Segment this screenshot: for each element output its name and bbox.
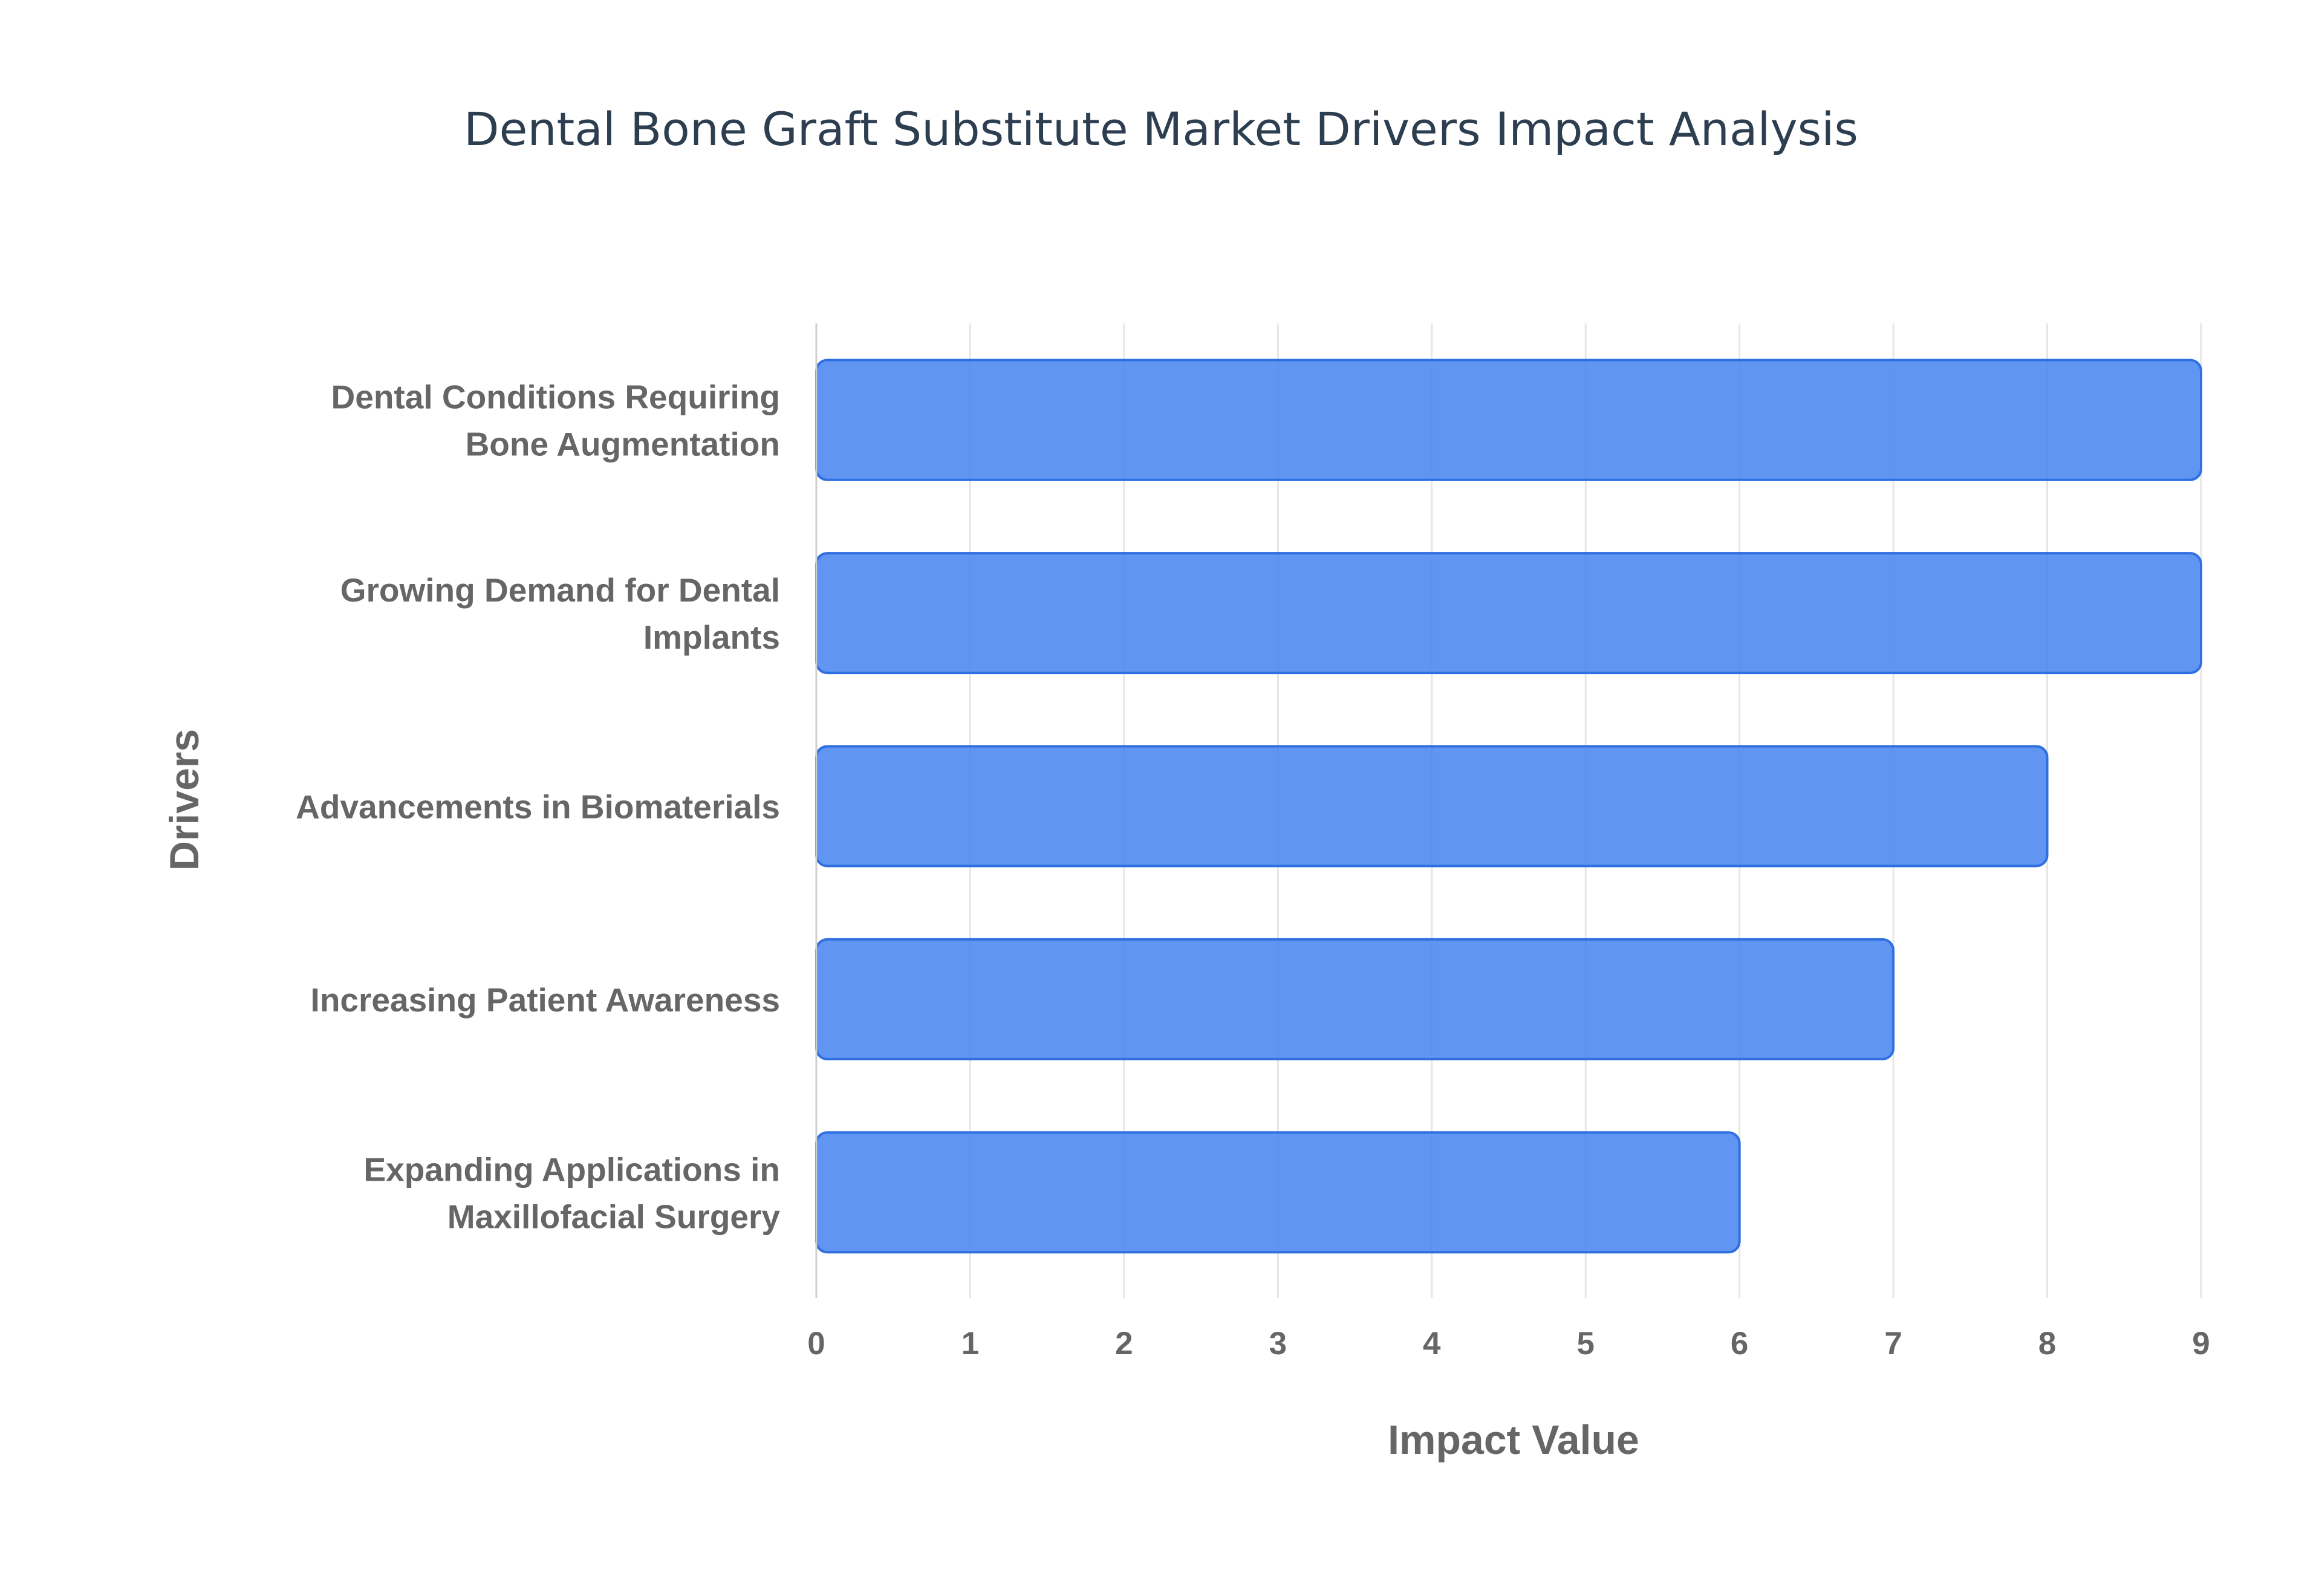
bar (815, 1131, 1741, 1254)
x-tick-label: 2 (1115, 1326, 1133, 1361)
x-tick-label: 7 (1884, 1326, 1902, 1361)
bar (815, 745, 2049, 868)
x-tick-label: 9 (2192, 1326, 2210, 1361)
category-label: Advancements in Biomaterials (296, 788, 780, 826)
x-tick-label: 1 (961, 1326, 979, 1361)
category-label: Growing Demand for Dental (340, 571, 780, 609)
category-label: Bone Augmentation (466, 426, 780, 463)
chart-title: Dental Bone Graft Substitute Market Driv… (464, 102, 1858, 156)
x-tick-label: 4 (1423, 1326, 1441, 1361)
x-tick-label: 0 (807, 1326, 825, 1361)
x-tick-label: 5 (1576, 1326, 1594, 1361)
category-label: Implants (643, 618, 780, 656)
x-tick-label: 3 (1269, 1326, 1287, 1361)
x-axis-title: Impact Value (1388, 1417, 1639, 1463)
bar (815, 938, 1895, 1060)
category-label: Expanding Applications in (363, 1150, 780, 1188)
bar (815, 552, 2202, 675)
category-label: Increasing Patient Awareness (311, 981, 780, 1019)
labels: 0 1 2 3 4 5 6 7 8 9 Dental Conditions Requiring Bon… (296, 378, 2210, 1361)
x-tick-label: 8 (2038, 1326, 2056, 1361)
bar (815, 358, 2202, 481)
bars (815, 358, 2202, 1254)
category-label: Maxillofacial Surgery (447, 1198, 781, 1235)
y-axis-title: Drivers (161, 729, 207, 871)
x-tick-label: 6 (1731, 1326, 1748, 1361)
category-label: Dental Conditions Requiring (331, 378, 780, 416)
